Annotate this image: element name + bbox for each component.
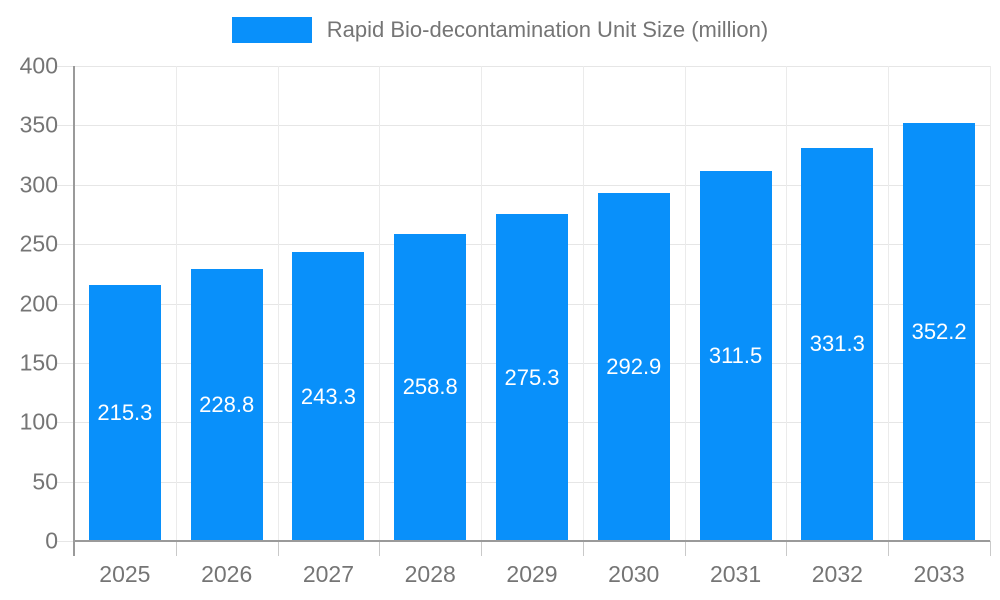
x-axis-tick (990, 541, 991, 556)
bar-2025[interactable]: 215.3 (88, 285, 161, 541)
gridline-vertical (684, 66, 686, 541)
gridline-horizontal (57, 184, 990, 186)
legend-label: Rapid Bio-decontamination Unit Size (mil… (326, 17, 769, 42)
x-axis-line (74, 540, 990, 542)
bar-value-label: 228.8 (199, 392, 255, 418)
gridline-vertical (481, 66, 483, 541)
x-axis-tick-label: 2033 (913, 561, 965, 587)
y-axis-tick-label: 150 (19, 349, 58, 376)
x-axis-tick (277, 541, 279, 556)
y-axis-line (73, 66, 75, 556)
bar-2028[interactable]: 258.8 (394, 233, 467, 541)
bar-2029[interactable]: 275.3 (496, 214, 568, 541)
gridline-vertical (379, 66, 381, 541)
chart-legend[interactable]: Rapid Bio-decontamination Unit Size (mil… (0, 17, 1000, 43)
x-axis-tick (481, 541, 483, 556)
x-axis-tick-label: 2032 (811, 561, 863, 587)
bar-value-label: 243.3 (300, 383, 356, 409)
gridline-vertical (786, 66, 788, 541)
x-axis-tick (786, 541, 788, 556)
x-axis-tick-label: 2029 (506, 561, 558, 587)
x-axis-tick-label: 2027 (302, 561, 355, 587)
legend-swatch (231, 17, 312, 43)
bar-2033[interactable]: 352.2 (903, 122, 976, 541)
bar-value-label: 331.3 (809, 331, 865, 357)
x-axis-tick (379, 541, 381, 556)
bar-value-label: 311.5 (708, 343, 763, 369)
gridline-vertical (582, 66, 584, 541)
x-axis-tick-label: 2028 (404, 561, 456, 587)
y-axis-tick-label: 300 (19, 171, 58, 198)
x-axis-tick-label: 2030 (608, 561, 660, 587)
x-axis-tick-label: 2026 (201, 561, 253, 587)
plot-area: 215.3 228.8 243.3 258.8 275.3 292.9 311.5 331.3… (57, 66, 991, 556)
bar-value-label: 292.9 (606, 354, 662, 380)
bar-2031[interactable]: 311.5 (699, 171, 772, 541)
bar-2030[interactable]: 292.9 (597, 193, 670, 541)
y-axis-tick-label: 200 (19, 290, 58, 316)
gridline-vertical (277, 66, 279, 541)
gridline-vertical (175, 66, 177, 541)
gridline-vertical (990, 66, 991, 541)
y-axis-tick-label: 0 (45, 527, 58, 554)
y-axis-tick-label: 50 (32, 468, 58, 495)
gridline-vertical (888, 66, 890, 541)
y-axis-tick-label: 400 (19, 52, 58, 79)
x-axis-tick (175, 541, 177, 556)
bar-value-label: 275.3 (504, 364, 560, 390)
bar-value-label: 215.3 (97, 400, 153, 426)
gridline-horizontal (57, 66, 990, 67)
x-axis-tick (888, 541, 890, 556)
y-axis-tick-label: 350 (19, 111, 58, 138)
bar-2032[interactable]: 331.3 (801, 147, 874, 541)
bar-value-label: 352.2 (911, 318, 967, 344)
x-axis-tick (684, 541, 686, 556)
bar-2027[interactable]: 243.3 (292, 252, 365, 541)
bar-value-label: 258.8 (402, 374, 458, 400)
x-axis-tick (582, 541, 584, 556)
x-axis-tick-label: 2031 (709, 561, 762, 587)
y-axis-tick-label: 250 (19, 230, 58, 257)
x-axis-tick-label: 2025 (99, 561, 151, 587)
y-axis-tick-label: 100 (19, 408, 58, 435)
gridline-horizontal (57, 125, 990, 127)
bar-2026[interactable]: 228.8 (190, 269, 263, 541)
